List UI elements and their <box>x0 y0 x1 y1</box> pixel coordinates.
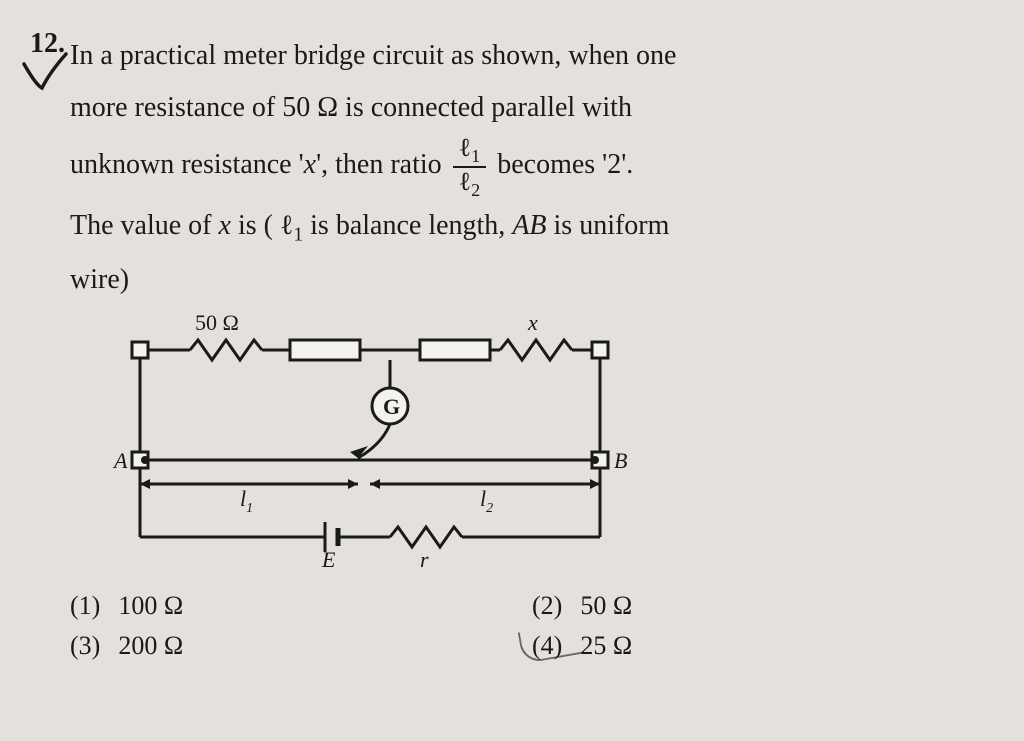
variable-x: x <box>219 210 231 241</box>
text-fragment: is ( ℓ <box>231 210 293 241</box>
subscript: 1 <box>293 225 303 246</box>
numerator-symbol: ℓ <box>459 133 471 162</box>
text-line: In a practical meter bridge circuit as s… <box>70 40 676 71</box>
tick-mark-icon <box>20 50 68 95</box>
length-l1: l1 <box>240 486 253 516</box>
numerator-sub: 1 <box>471 146 480 166</box>
text-fragment: becomes '2'. <box>497 149 633 180</box>
node-b-label: B <box>614 448 627 473</box>
variable-x: x <box>304 149 316 180</box>
rheostat-label: r <box>420 547 429 572</box>
options-block: (1) 100 Ω (2) 50 Ω (3) 200 Ω (4) 25 Ω <box>70 591 994 661</box>
option-paren: (1) <box>70 591 100 621</box>
option-3[interactable]: (3) 200 Ω <box>70 631 532 661</box>
option-value: 200 Ω <box>118 631 183 661</box>
text-fragment: ', then ratio <box>316 149 449 180</box>
option-4[interactable]: (4) 25 Ω <box>532 631 994 661</box>
option-2[interactable]: (2) 50 Ω <box>532 591 994 621</box>
resistor-unknown-label: x <box>527 312 538 335</box>
galvanometer-label: G <box>383 394 400 419</box>
option-value: 100 Ω <box>118 591 183 621</box>
option-1[interactable]: (1) 100 Ω <box>70 591 532 621</box>
length-l2: l2 <box>480 486 493 516</box>
text-fragment: unknown resistance ' <box>70 149 304 180</box>
denominator-sub: 2 <box>471 180 480 200</box>
text-fragment: is balance length, <box>303 210 512 241</box>
circuit-diagram: 50 Ω x G A B l1 l <box>90 312 994 577</box>
option-value: 25 Ω <box>580 631 632 661</box>
node-a-label: A <box>112 448 128 473</box>
question-text: In a practical meter bridge circuit as s… <box>70 30 994 306</box>
fraction: ℓ1 ℓ2 <box>453 134 487 201</box>
text-fragment: is uniform <box>547 210 670 241</box>
segment-ab: AB <box>512 210 546 241</box>
option-paren: (2) <box>532 591 562 621</box>
emf-label: E <box>321 547 336 572</box>
denominator-symbol: ℓ <box>459 167 471 196</box>
resistor-known-label: 50 Ω <box>195 312 239 335</box>
option-paren: (4) <box>532 631 562 661</box>
option-paren: (3) <box>70 631 100 661</box>
option-value: 50 Ω <box>580 591 632 621</box>
text-line: wire) <box>70 264 129 295</box>
text-fragment: The value of <box>70 210 219 241</box>
text-line: more resistance of 50 Ω is connected par… <box>70 92 632 123</box>
